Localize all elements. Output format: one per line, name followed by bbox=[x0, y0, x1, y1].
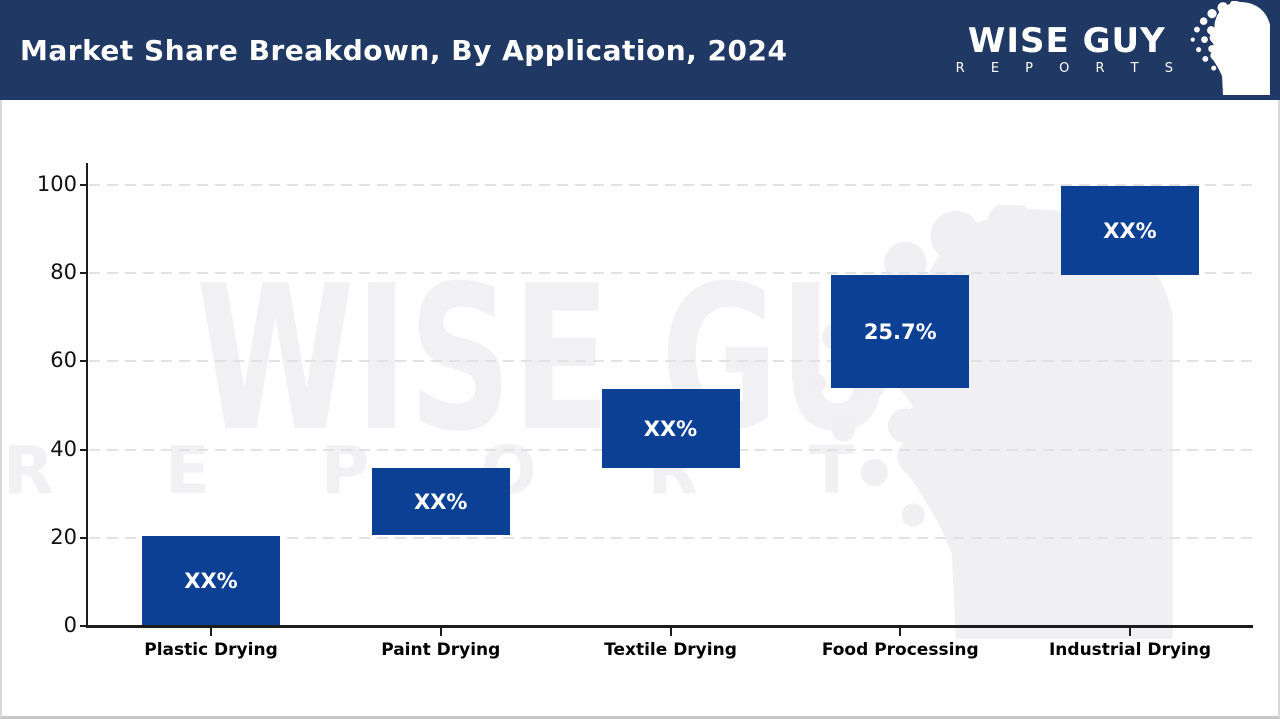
bar-value-label: XX% bbox=[414, 489, 468, 514]
y-tick-label: 0 bbox=[63, 613, 77, 637]
x-axis bbox=[86, 625, 1253, 628]
y-tick bbox=[80, 449, 88, 451]
x-tick-label: Industrial Drying bbox=[1048, 640, 1212, 660]
bar-segment: XX% bbox=[371, 468, 510, 535]
bar-value-label: XX% bbox=[1103, 218, 1157, 243]
bar-segment: XX% bbox=[601, 389, 740, 468]
y-axis bbox=[86, 163, 88, 628]
y-tick bbox=[80, 625, 88, 627]
bar-value-label: XX% bbox=[184, 569, 238, 593]
gridline bbox=[89, 184, 1253, 186]
x-tick bbox=[669, 628, 672, 636]
gridline bbox=[89, 272, 1253, 274]
y-tick-label: 60 bbox=[50, 348, 77, 372]
x-tick-label: Food Processing bbox=[821, 640, 979, 660]
y-tick-label: 40 bbox=[50, 437, 77, 461]
gridline bbox=[89, 537, 1253, 539]
x-tick-label: Paint Drying bbox=[381, 640, 501, 660]
header: Market Share Breakdown, By Application, … bbox=[0, 0, 1280, 100]
y-tick bbox=[80, 537, 88, 539]
wise-guy-face-icon bbox=[1186, 1, 1270, 95]
y-tick-label: 100 bbox=[36, 172, 77, 196]
y-tick bbox=[80, 360, 88, 362]
y-tick bbox=[80, 184, 88, 186]
bar-value-label: 25.7% bbox=[863, 319, 937, 344]
bar-segment: XX% bbox=[1061, 186, 1199, 275]
wise-guy-reports-logo: WISE GUY R E P O R T S bbox=[950, 0, 1270, 100]
y-tick-label: 20 bbox=[50, 525, 77, 549]
y-tick-label: 80 bbox=[50, 260, 77, 284]
gridline bbox=[89, 360, 1253, 362]
x-tick bbox=[899, 628, 902, 636]
page-title: Market Share Breakdown, By Application, … bbox=[20, 33, 788, 67]
x-tick-label: Plastic Drying bbox=[144, 640, 278, 660]
bar-segment: 25.7% bbox=[831, 275, 970, 388]
logo-wordmark-line1: WISE GUY bbox=[967, 21, 1166, 61]
y-tick bbox=[80, 272, 88, 274]
x-tick bbox=[210, 628, 212, 636]
bar-value-label: XX% bbox=[643, 416, 698, 441]
bar-segment: XX% bbox=[142, 536, 280, 626]
logo-wordmark: WISE GUY R E P O R T S bbox=[950, 24, 1184, 76]
x-tick bbox=[439, 628, 442, 636]
x-tick bbox=[1129, 628, 1131, 636]
x-tick-label: Textile Drying bbox=[604, 640, 737, 660]
logo-wordmark-line2: R E P O R T S bbox=[955, 61, 1184, 76]
